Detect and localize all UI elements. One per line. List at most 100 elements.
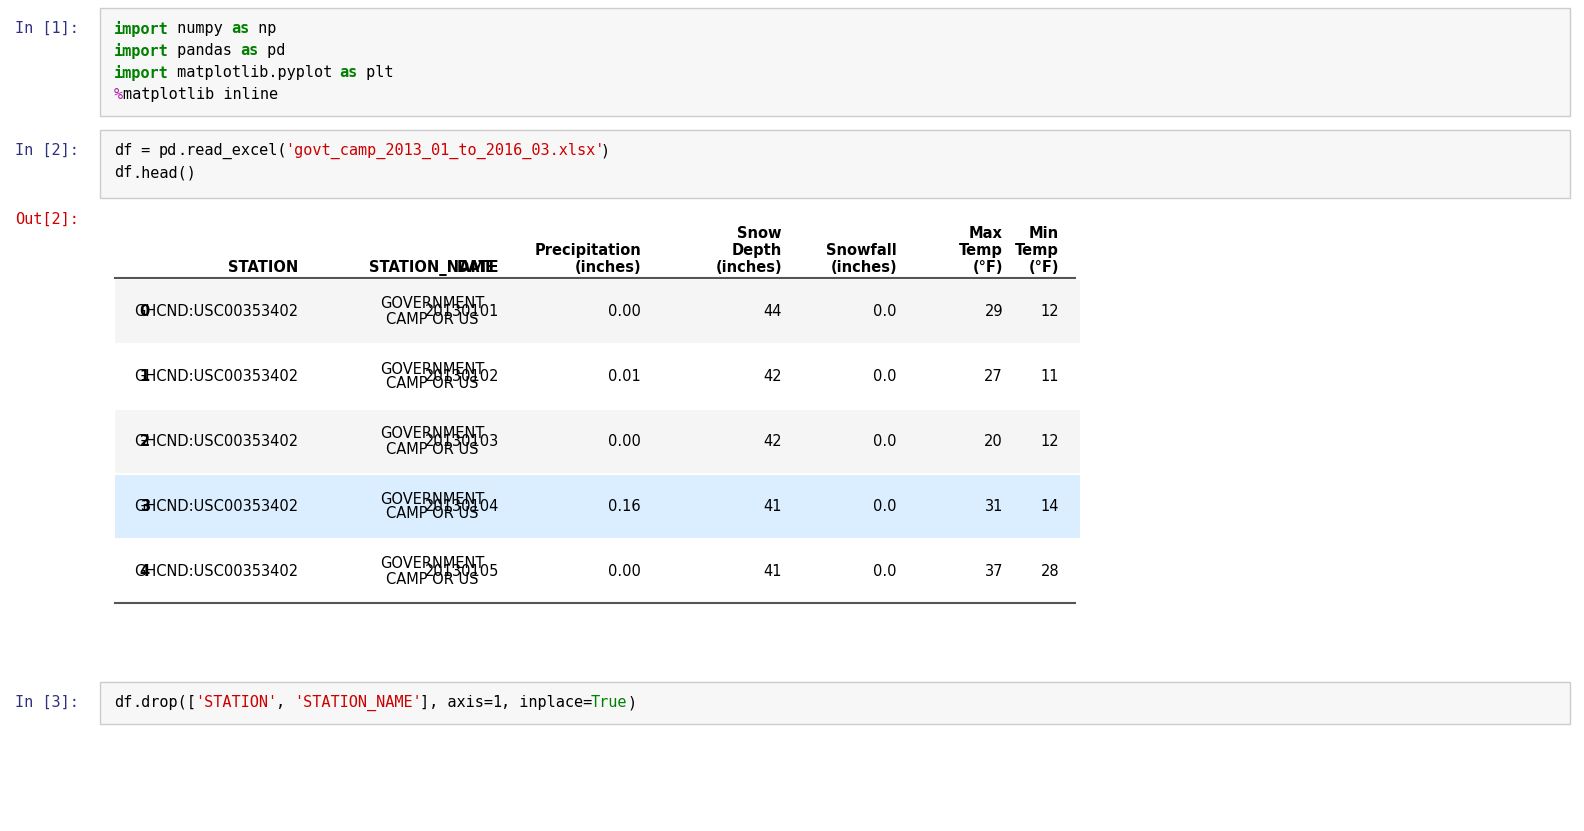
Text: as: as [241, 43, 258, 58]
Text: 20130101: 20130101 [425, 304, 499, 319]
Text: 1: 1 [139, 369, 150, 384]
Text: CAMP OR US: CAMP OR US [386, 441, 478, 456]
Text: plt: plt [356, 65, 393, 80]
Text: import: import [114, 43, 169, 59]
Text: import: import [114, 21, 169, 37]
Text: In [2]:: In [2]: [14, 143, 79, 158]
Text: Temp: Temp [1015, 243, 1060, 258]
Text: 31: 31 [985, 499, 1003, 514]
Text: matplotlib.pyplot: matplotlib.pyplot [168, 65, 342, 80]
Text: 41: 41 [763, 499, 782, 514]
Text: 12: 12 [1041, 434, 1060, 449]
Text: GHCND:USC00353402: GHCND:USC00353402 [135, 564, 298, 579]
Text: %: % [114, 87, 124, 102]
Text: as: as [339, 65, 358, 80]
Text: 0.16: 0.16 [608, 499, 642, 514]
Text: Out[2]:: Out[2]: [14, 212, 79, 227]
Text: GHCND:USC00353402: GHCND:USC00353402 [135, 369, 298, 384]
Text: 42: 42 [763, 369, 782, 384]
Text: 1: 1 [493, 695, 501, 710]
Bar [100, 682, 1570, 724]
Text: =: = [131, 143, 160, 158]
Text: 0.00: 0.00 [608, 304, 642, 319]
Text: 'STATION': 'STATION' [195, 695, 277, 710]
Text: Snowfall: Snowfall [827, 243, 897, 258]
Text: 0.0: 0.0 [873, 499, 897, 514]
Text: 14: 14 [1041, 499, 1060, 514]
Text: GHCND:USC00353402: GHCND:USC00353402 [135, 304, 298, 319]
Bar [116, 280, 1080, 343]
Text: (inches): (inches) [830, 260, 897, 275]
Text: import: import [114, 65, 169, 81]
Text: Precipitation: Precipitation [534, 243, 642, 258]
Text: 41: 41 [763, 564, 782, 579]
Text: pandas: pandas [168, 43, 241, 58]
Text: 11: 11 [1041, 369, 1060, 384]
Text: In [1]:: In [1]: [14, 21, 79, 36]
Text: 3: 3 [139, 499, 150, 514]
Text: matplotlib inline: matplotlib inline [124, 87, 279, 102]
Text: CAMP OR US: CAMP OR US [386, 312, 478, 327]
Text: (°F): (°F) [1028, 260, 1060, 275]
Bar [116, 410, 1080, 473]
Text: .read_excel(: .read_excel( [177, 143, 287, 160]
Text: 20130103: 20130103 [425, 434, 499, 449]
Text: DATE: DATE [456, 260, 499, 275]
Text: as: as [231, 21, 249, 36]
Text: GOVERNMENT: GOVERNMENT [380, 557, 485, 572]
Bar [116, 540, 1080, 603]
Text: CAMP OR US: CAMP OR US [386, 507, 478, 522]
Text: .head(): .head() [131, 165, 196, 180]
Text: CAMP OR US: CAMP OR US [386, 572, 478, 587]
Text: 44: 44 [763, 304, 782, 319]
Text: Min: Min [1030, 226, 1060, 241]
Text: df: df [114, 143, 131, 158]
Text: GOVERNMENT: GOVERNMENT [380, 426, 485, 441]
Bar [116, 345, 1080, 408]
Text: ): ) [627, 695, 637, 710]
Text: pd: pd [158, 143, 177, 158]
Text: ): ) [600, 143, 610, 158]
Text: Snow: Snow [738, 226, 782, 241]
Text: 37: 37 [985, 564, 1003, 579]
Text: 0.01: 0.01 [608, 369, 642, 384]
Text: 0.00: 0.00 [608, 564, 642, 579]
Text: numpy: numpy [168, 21, 231, 36]
Text: , inplace=: , inplace= [501, 695, 592, 710]
Text: 42: 42 [763, 434, 782, 449]
Text: 'STATION_NAME': 'STATION_NAME' [295, 695, 421, 711]
Text: ,: , [276, 695, 295, 710]
Text: GHCND:USC00353402: GHCND:USC00353402 [135, 499, 298, 514]
Text: df: df [114, 695, 131, 710]
Text: 'govt_camp_2013_01_to_2016_03.xlsx': 'govt_camp_2013_01_to_2016_03.xlsx' [285, 143, 605, 160]
Text: 0: 0 [139, 304, 150, 319]
Text: GOVERNMENT: GOVERNMENT [380, 297, 485, 312]
Text: GHCND:USC00353402: GHCND:USC00353402 [135, 434, 298, 449]
Text: True: True [591, 695, 627, 710]
Text: STATION: STATION [228, 260, 298, 275]
Text: CAMP OR US: CAMP OR US [386, 376, 478, 391]
Text: 0.0: 0.0 [873, 564, 897, 579]
Text: STATION_NAME: STATION_NAME [369, 260, 494, 276]
Text: np: np [249, 21, 276, 36]
Text: Depth: Depth [732, 243, 782, 258]
Text: 12: 12 [1041, 304, 1060, 319]
Bar [116, 475, 1080, 538]
Text: 28: 28 [1041, 564, 1060, 579]
Text: ], axis=: ], axis= [420, 695, 493, 710]
Text: .drop([: .drop([ [131, 695, 196, 710]
Text: (inches): (inches) [716, 260, 782, 275]
Text: Max: Max [969, 226, 1003, 241]
Text: 4: 4 [139, 564, 150, 579]
Text: GOVERNMENT: GOVERNMENT [380, 491, 485, 507]
Text: 2: 2 [139, 434, 150, 449]
Bar [100, 130, 1570, 198]
Text: pd: pd [258, 43, 285, 58]
Bar [100, 8, 1570, 116]
Text: (°F): (°F) [973, 260, 1003, 275]
Text: 0.0: 0.0 [873, 369, 897, 384]
Text: 20: 20 [984, 434, 1003, 449]
Text: 20130104: 20130104 [425, 499, 499, 514]
Text: 0.0: 0.0 [873, 304, 897, 319]
Text: Temp: Temp [960, 243, 1003, 258]
